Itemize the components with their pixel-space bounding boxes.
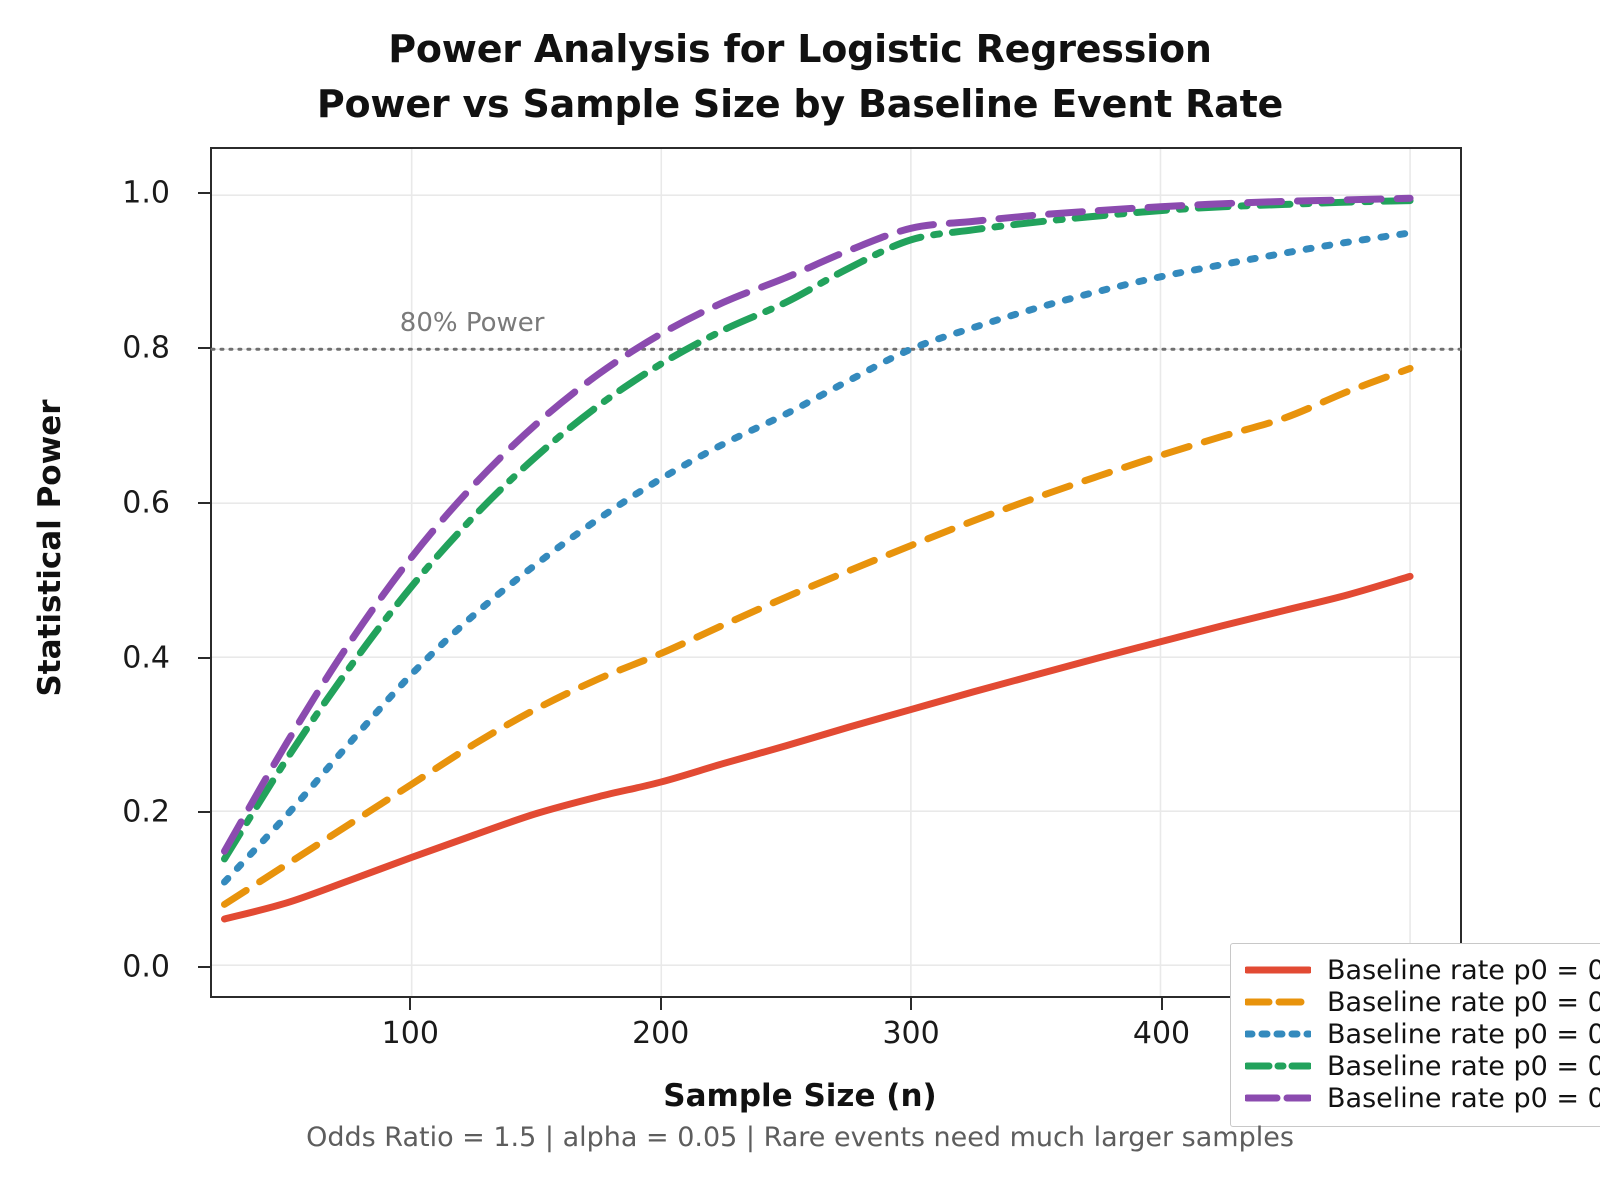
series-line-0 [220,572,1414,923]
legend-swatch-icon [1243,1055,1313,1077]
legend-swatch-icon [1243,1023,1313,1045]
series-line-4 [220,194,1414,855]
x-axis-tick-label: 200 [632,1016,690,1051]
chart-title-line-2: Power vs Sample Size by Baseline Event R… [316,82,1284,127]
chart-legend[interactable]: Baseline rate p0 = 0.05Baseline rate p0 … [1230,943,1600,1127]
x-axis-tick-mark [409,998,412,1010]
y-axis-tick-mark [198,192,210,195]
legend-item-label: Baseline rate p0 = 0.35 [1327,1050,1600,1082]
y-axis-tick-label: 1.0 [122,175,170,211]
legend-item-label: Baseline rate p0 = 0.5 [1327,1082,1600,1114]
x-axis-tick-mark [1160,998,1163,1010]
chart-title-line-1: Power Analysis for Logistic Regression [388,27,1212,71]
series-line-2 [220,229,1414,886]
legend-item[interactable]: Baseline rate p0 = 0.1 [1243,986,1600,1018]
threshold-annotation-label: 80% Power [399,308,545,339]
legend-item[interactable]: Baseline rate p0 = 0.35 [1243,1050,1600,1082]
y-axis-tick-label: 0.0 [122,949,170,985]
legend-swatch-icon [1243,1087,1313,1109]
legend-item[interactable]: Baseline rate p0 = 0.2 [1243,1018,1600,1050]
x-axis-tick-label: 400 [1132,1016,1191,1051]
legend-item[interactable]: Baseline rate p0 = 0.5 [1243,1082,1600,1114]
y-axis-tick-mark [198,966,210,969]
series-layer [220,194,1414,923]
y-axis-tick-mark [198,656,210,659]
y-axis-tick-mark [198,347,210,350]
x-axis-tick-label: 100 [381,1016,439,1051]
legend-swatch-icon [1243,959,1313,981]
series-line-3 [220,197,1414,863]
x-axis-tick-mark [910,998,913,1010]
legend-item[interactable]: Baseline rate p0 = 0.05 [1243,954,1600,986]
y-axis-tick-mark [198,501,210,504]
chart-title: Power Analysis for Logistic Regression P… [0,22,1600,132]
plot-area: 80% Power Baseline rate p0 = 0.05Baselin… [210,147,1600,1127]
legend-item-label: Baseline rate p0 = 0.1 [1327,986,1600,1018]
x-axis-tick-label: 300 [882,1016,940,1051]
legend-swatch-icon [1243,991,1313,1013]
legend-item-label: Baseline rate p0 = 0.05 [1327,954,1600,986]
series-line-1 [220,364,1414,908]
grid-layer [210,149,1462,996]
y-axis-tick-mark [198,811,210,814]
x-axis-tick-mark [659,998,662,1010]
chart-footnote: Odds Ratio = 1.5 | alpha = 0.05 | Rare e… [306,1122,1294,1153]
legend-item-label: Baseline rate p0 = 0.2 [1327,1018,1600,1050]
x-axis-label: Sample Size (n) [663,1078,937,1114]
y-axis-label: Statistical Power [32,399,68,697]
